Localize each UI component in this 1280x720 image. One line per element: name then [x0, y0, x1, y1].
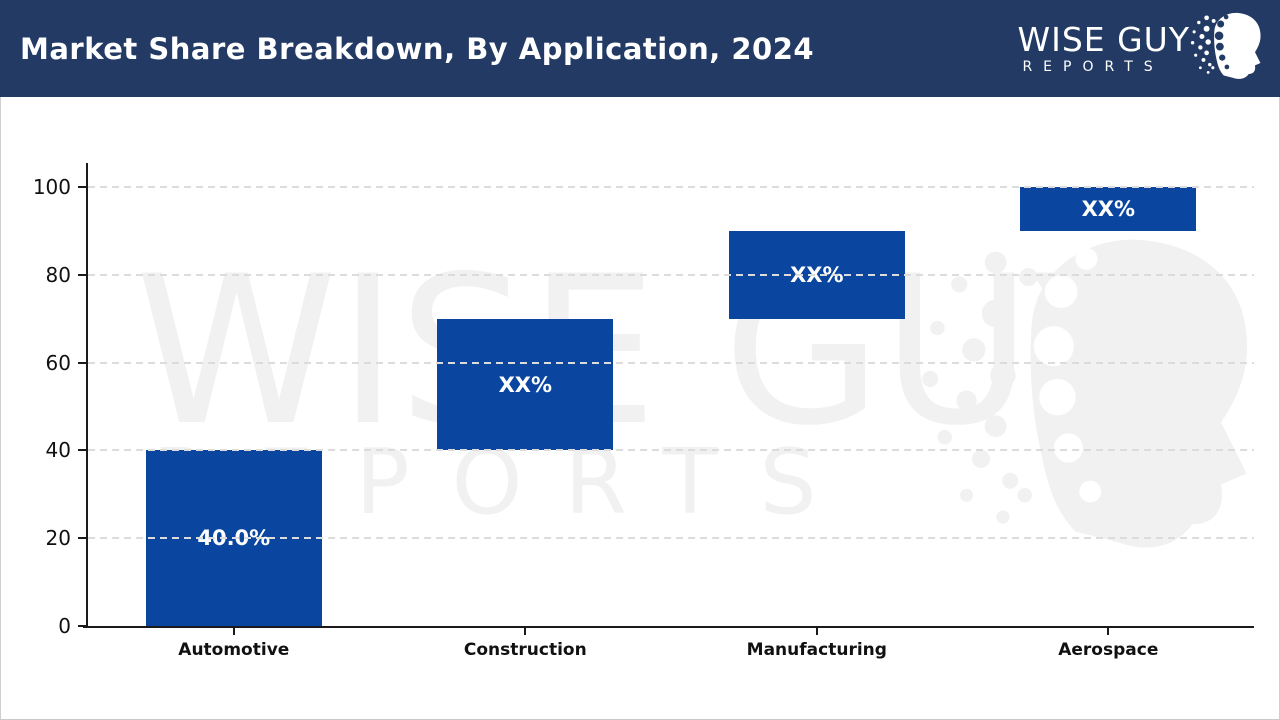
x-tick [815, 628, 818, 635]
x-category-label: Manufacturing [746, 640, 887, 660]
x-tick [1107, 628, 1110, 635]
y-tick [78, 186, 86, 188]
gridline-80 [88, 273, 1254, 276]
wiseguy-logo: WISE GUY REPORTS [1017, 10, 1280, 88]
x-category-label: Construction [463, 640, 587, 660]
y-tick-label: 20 [45, 526, 71, 551]
x-tick [232, 628, 235, 635]
y-axis-line [86, 163, 88, 628]
gridline-40 [88, 449, 1254, 452]
y-tick-label: 80 [45, 262, 71, 287]
bar-value-label: XX% [498, 372, 553, 397]
x-category-label: Automotive [178, 640, 290, 660]
gridline-60 [88, 361, 1254, 364]
header: Market Share Breakdown, By Application, … [0, 0, 1280, 97]
y-tick [78, 449, 86, 452]
x-axis-line [83, 626, 1254, 628]
logo-text: WISE GUY REPORTS [1017, 23, 1190, 74]
x-category-label: Aerospace [1058, 640, 1159, 660]
y-tick-label: 40 [45, 438, 71, 463]
y-tick [78, 537, 86, 540]
y-tick-label: 100 [32, 175, 71, 199]
y-tick-label: 0 [58, 614, 71, 638]
bar-value-label: XX% [1081, 196, 1136, 221]
page-title: Market Share Breakdown, By Application, … [20, 31, 815, 66]
bar-construction: XX% [437, 318, 614, 451]
logo-wiseguy-text: WISE GUY [1017, 20, 1190, 59]
gridline-20 [88, 537, 1254, 540]
y-tick [78, 361, 86, 364]
y-tick-label: 60 [45, 350, 71, 375]
y-tick [78, 625, 86, 627]
logo-dotted-head-icon [1190, 12, 1261, 79]
x-tick [524, 628, 527, 635]
bar-aerospace: XX% [1020, 187, 1197, 231]
gridline-100 [88, 186, 1254, 188]
y-tick [78, 273, 86, 276]
logo-reports-text: REPORTS [1022, 59, 1164, 75]
